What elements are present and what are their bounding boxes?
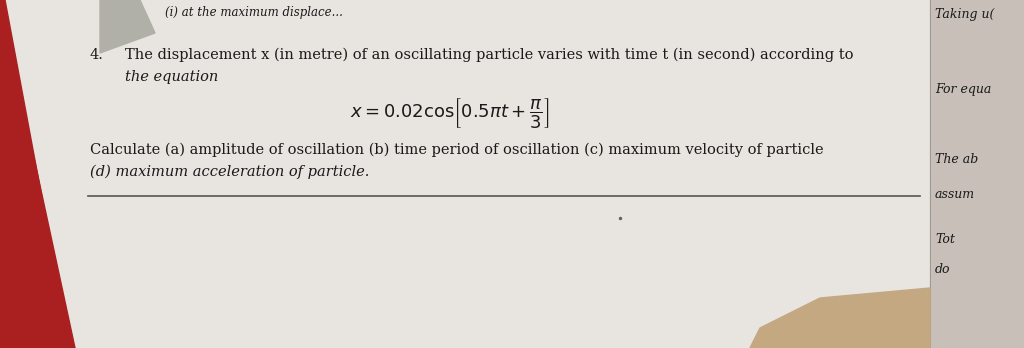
Text: (i) at the maximum displace...: (i) at the maximum displace... [165, 6, 343, 19]
Text: assum: assum [935, 188, 975, 201]
Polygon shape [0, 0, 75, 348]
Text: The displacement x (in metre) of an oscillating particle varies with time t (in : The displacement x (in metre) of an osci… [125, 48, 853, 62]
Text: do: do [935, 263, 950, 276]
Text: The ab: The ab [935, 153, 978, 166]
Polygon shape [0, 0, 70, 348]
Polygon shape [100, 0, 155, 53]
Bar [930, 0, 1024, 348]
Text: Tot: Tot [935, 233, 954, 246]
Text: For equa: For equa [935, 83, 991, 96]
Text: 4.: 4. [90, 48, 103, 62]
Text: $x = 0.02\cos\!\left[0.5\pi t+\dfrac{\pi}{3}\right]$: $x = 0.02\cos\!\left[0.5\pi t+\dfrac{\pi… [350, 96, 549, 130]
Text: the equation: the equation [125, 70, 218, 84]
Text: Calculate (a) amplitude of oscillation (b) time period of oscillation (c) maximu: Calculate (a) amplitude of oscillation (… [90, 143, 823, 157]
Polygon shape [750, 288, 930, 348]
Text: Taking u(: Taking u( [935, 8, 994, 21]
Text: (d) maximum acceleration of particle.: (d) maximum acceleration of particle. [90, 165, 370, 179]
